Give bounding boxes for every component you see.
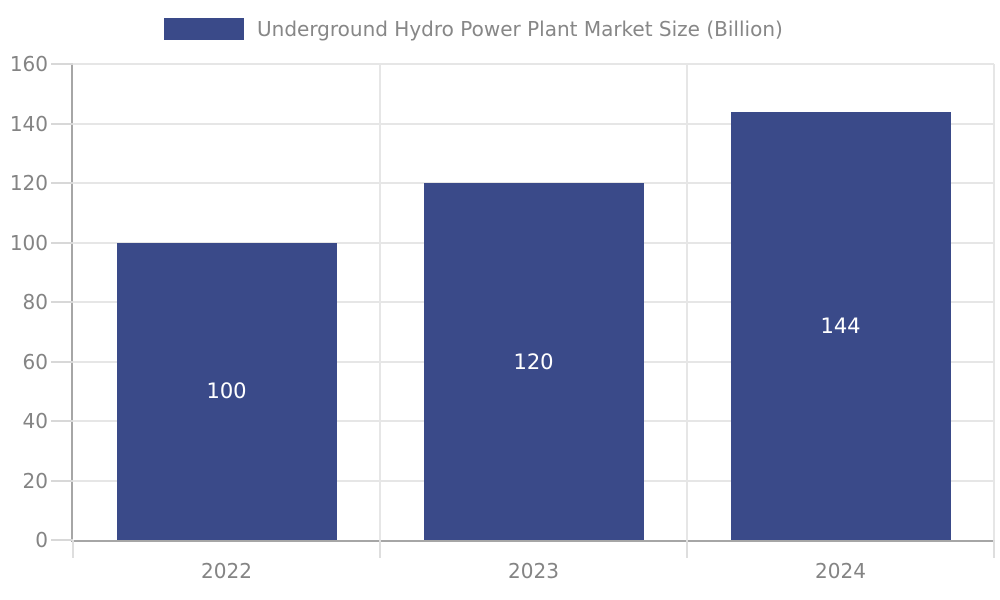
y-axis-tick bbox=[51, 63, 73, 65]
x-gridline bbox=[993, 64, 995, 540]
bar-2022[interactable]: 100 bbox=[116, 242, 337, 540]
legend-item[interactable]: Underground Hydro Power Plant Market Siz… bbox=[164, 16, 783, 42]
legend-swatch bbox=[164, 18, 244, 40]
y-axis-tick bbox=[51, 420, 73, 422]
y-axis-tick-label: 60 bbox=[22, 349, 48, 374]
legend-label: Underground Hydro Power Plant Market Siz… bbox=[257, 17, 783, 41]
y-axis-tick-label: 40 bbox=[22, 409, 48, 433]
y-axis-tick-label: 160 bbox=[9, 52, 48, 76]
y-axis-tick bbox=[51, 301, 73, 303]
y-axis-tick-label: 0 bbox=[35, 528, 48, 552]
y-axis-tick bbox=[51, 539, 73, 541]
x-axis-line bbox=[71, 540, 994, 542]
y-axis-tick-label: 20 bbox=[22, 468, 48, 493]
y-gridline bbox=[73, 63, 994, 65]
x-axis-tick bbox=[379, 540, 381, 558]
x-axis-tick-label: 2022 bbox=[201, 559, 252, 583]
y-axis-tick bbox=[51, 241, 73, 244]
bar-2024[interactable]: 144 bbox=[730, 111, 951, 540]
y-axis-tick-label: 140 bbox=[9, 111, 48, 136]
x-axis-tick bbox=[72, 540, 74, 558]
y-axis-tick bbox=[51, 182, 73, 184]
x-axis-tick bbox=[686, 540, 688, 558]
y-axis-tick-label: 100 bbox=[9, 230, 48, 255]
x-gridline bbox=[686, 64, 688, 540]
x-axis-tick bbox=[993, 540, 995, 558]
y-axis-tick-label: 120 bbox=[9, 171, 48, 195]
y-gridline bbox=[73, 122, 994, 125]
y-axis-tick bbox=[51, 479, 73, 482]
bar-value-label: 100 bbox=[206, 379, 247, 404]
bar-value-label: 120 bbox=[513, 349, 554, 374]
x-axis-tick-label: 2024 bbox=[815, 559, 866, 583]
y-axis-tick bbox=[51, 122, 73, 125]
y-axis-tick bbox=[51, 360, 73, 363]
x-gridline bbox=[379, 64, 381, 540]
plot-area: 100 120 144 bbox=[71, 63, 995, 542]
bar-value-label: 144 bbox=[820, 313, 861, 338]
y-axis-tick-label: 80 bbox=[22, 290, 48, 314]
bar-2023[interactable]: 120 bbox=[423, 183, 644, 540]
x-axis-tick-label: 2023 bbox=[508, 559, 559, 583]
